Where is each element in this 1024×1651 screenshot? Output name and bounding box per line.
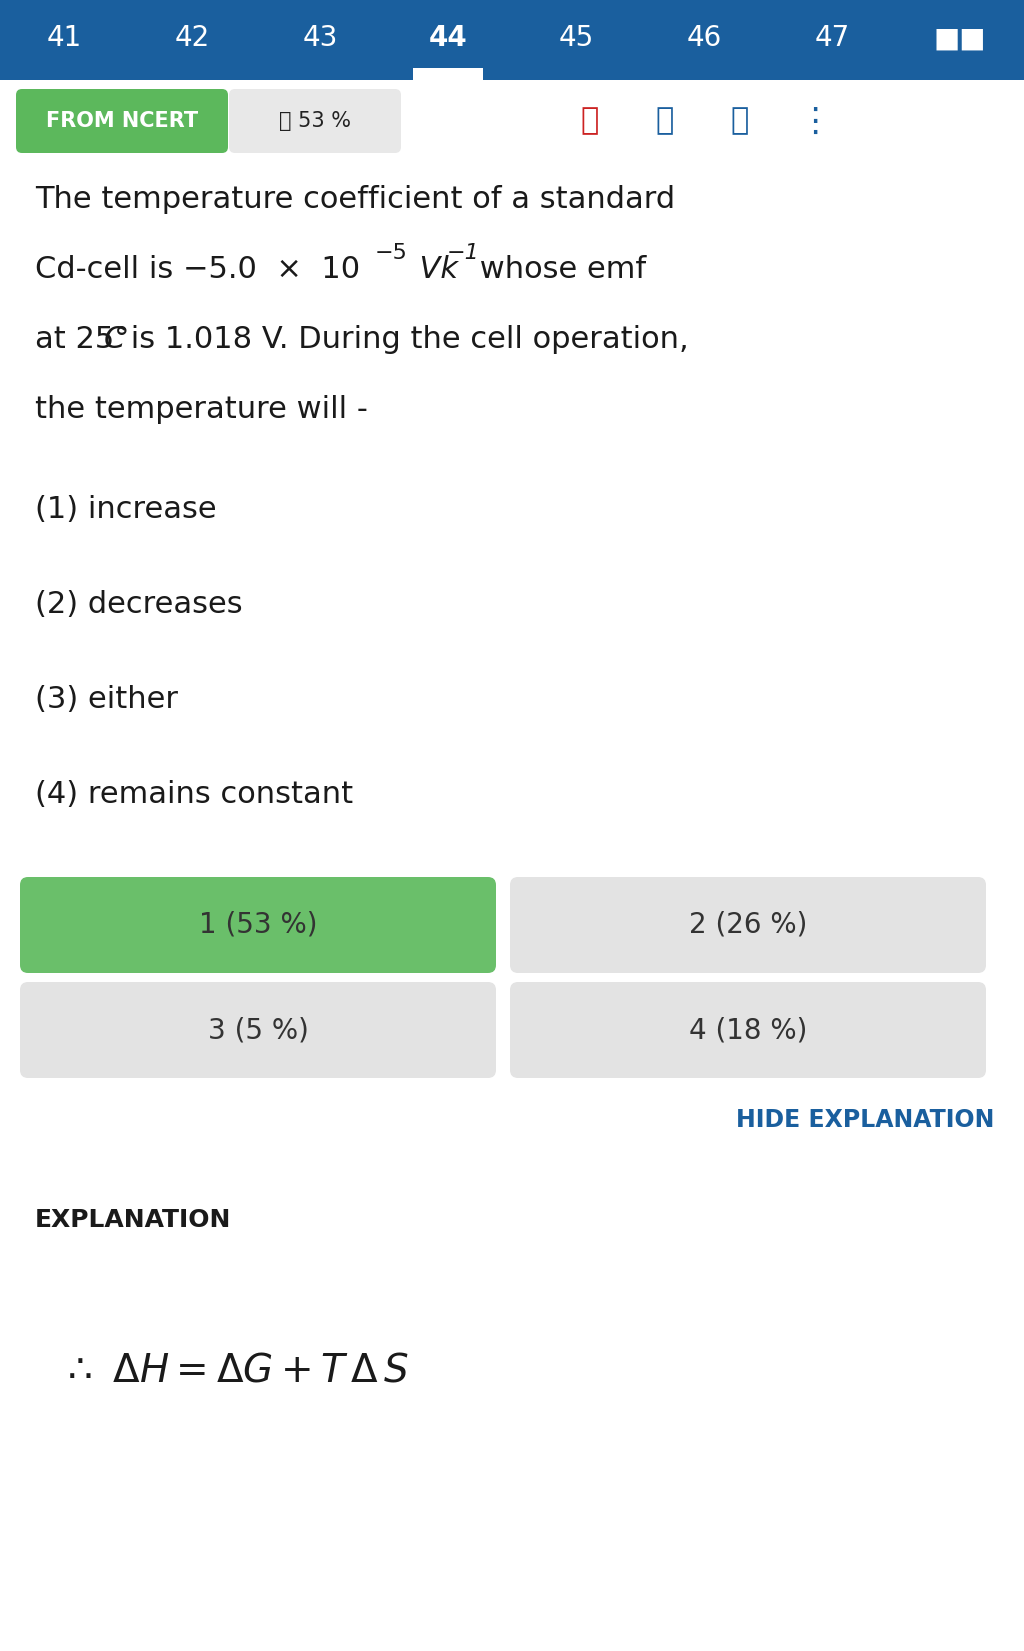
Text: 43: 43: [302, 25, 338, 53]
Text: 4 (18 %): 4 (18 %): [689, 1015, 807, 1043]
FancyBboxPatch shape: [510, 982, 986, 1078]
Text: EXPLANATION: EXPLANATION: [35, 1209, 231, 1232]
Text: 👍 53 %: 👍 53 %: [279, 111, 351, 130]
Text: 3 (5 %): 3 (5 %): [208, 1015, 308, 1043]
Text: ⋮: ⋮: [799, 104, 831, 137]
Text: whose emf: whose emf: [470, 254, 646, 284]
Text: 45: 45: [558, 25, 594, 53]
Text: 2 (26 %): 2 (26 %): [689, 911, 807, 939]
Text: (4) remains constant: (4) remains constant: [35, 779, 353, 809]
Text: at 25°: at 25°: [35, 325, 129, 353]
FancyBboxPatch shape: [413, 68, 483, 83]
Text: HIDE EXPLANATION: HIDE EXPLANATION: [735, 1108, 994, 1133]
Text: (2) decreases: (2) decreases: [35, 589, 243, 619]
Text: C: C: [104, 325, 125, 353]
FancyBboxPatch shape: [20, 877, 496, 972]
Text: 46: 46: [686, 25, 722, 53]
Text: (3) either: (3) either: [35, 685, 178, 713]
Text: ■■: ■■: [934, 25, 986, 53]
FancyBboxPatch shape: [0, 0, 1024, 79]
Text: is 1.018 V. During the cell operation,: is 1.018 V. During the cell operation,: [121, 325, 689, 353]
Text: 44: 44: [429, 25, 467, 53]
Text: 42: 42: [174, 25, 210, 53]
FancyBboxPatch shape: [229, 89, 401, 154]
FancyBboxPatch shape: [510, 877, 986, 972]
Text: 1 (53 %): 1 (53 %): [199, 911, 317, 939]
FancyBboxPatch shape: [16, 89, 228, 154]
Text: Cd-cell is −5.0  ×  10: Cd-cell is −5.0 × 10: [35, 254, 360, 284]
Text: 📋: 📋: [656, 107, 674, 135]
Text: 47: 47: [814, 25, 850, 53]
Text: −5: −5: [375, 243, 408, 263]
Text: (1) increase: (1) increase: [35, 495, 217, 523]
Text: 41: 41: [46, 25, 82, 53]
Text: The temperature coefficient of a standard: The temperature coefficient of a standar…: [35, 185, 675, 215]
Text: $\therefore\ \Delta H = \Delta G + T\,\Delta\, S$: $\therefore\ \Delta H = \Delta G + T\,\D…: [60, 1351, 409, 1388]
Text: −1: −1: [447, 243, 480, 263]
Text: Vk: Vk: [400, 254, 458, 284]
Text: the temperature will -: the temperature will -: [35, 395, 368, 424]
Text: 🔖: 🔖: [731, 107, 750, 135]
FancyBboxPatch shape: [20, 982, 496, 1078]
Text: ❌: ❌: [581, 107, 599, 135]
Text: FROM NCERT: FROM NCERT: [46, 111, 198, 130]
